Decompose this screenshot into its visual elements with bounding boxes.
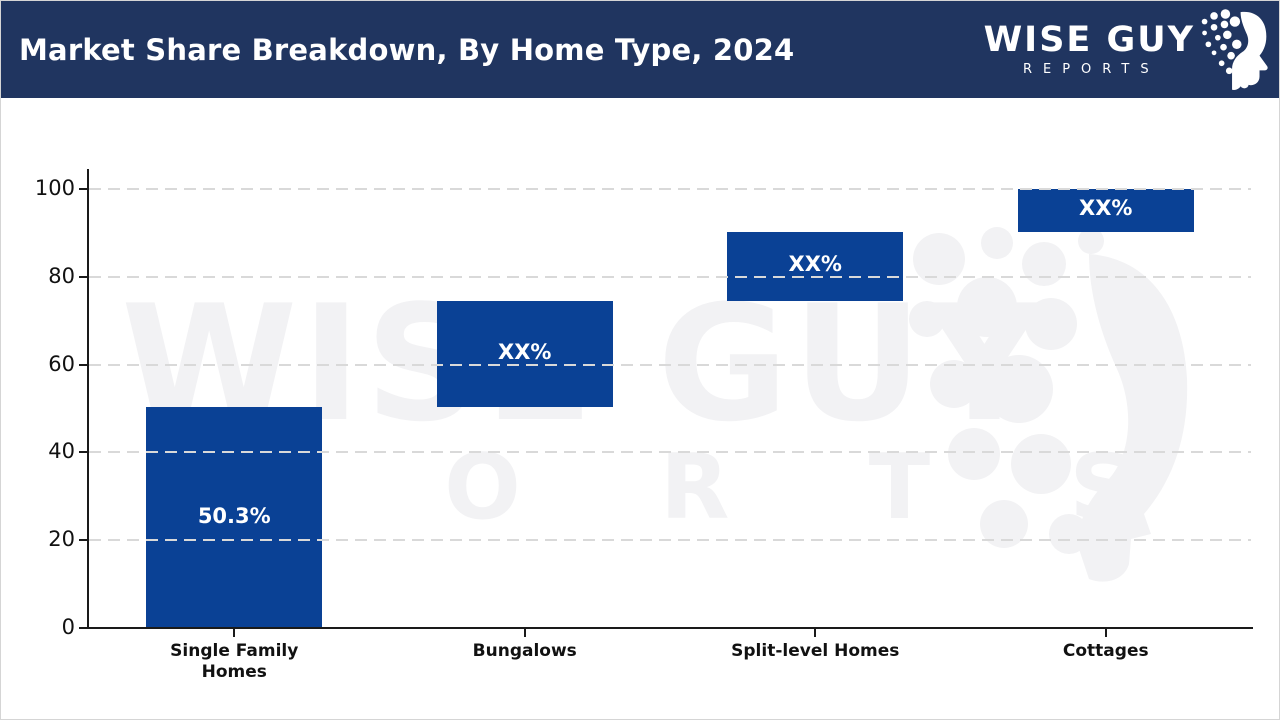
x-category-label-line: Split-level Homes	[731, 641, 900, 661]
y-gridline	[89, 188, 1251, 190]
y-gridline	[89, 539, 1251, 542]
bar-value-label: XX%	[498, 340, 552, 365]
header-bar: Market Share Breakdown, By Home Type, 20…	[1, 1, 1279, 98]
x-category-label-split-level-homes: Split-level Homes	[695, 641, 935, 662]
x-category-label-line: Bungalows	[472, 641, 577, 661]
x-tick-mark	[1104, 628, 1107, 637]
y-gridline	[89, 451, 1251, 454]
x-category-label-line: Homes	[201, 662, 267, 683]
wise-guy-logo: WISE GUY REPORTS	[984, 8, 1269, 92]
y-tick-mark	[79, 451, 89, 454]
y-tick-label: 100	[34, 176, 75, 200]
x-tick-mark	[814, 628, 817, 637]
x-category-label-line: Cottages	[1062, 641, 1149, 661]
chart-title: Market Share Breakdown, By Home Type, 20…	[19, 32, 795, 67]
logo-text: WISE GUY REPORTS	[983, 19, 1195, 77]
logo-head-icon	[1201, 8, 1268, 90]
logo-brand-name: WISE GUY	[983, 19, 1195, 60]
y-tick-label: 0	[61, 615, 75, 639]
x-category-label-cottages: Cottages	[986, 641, 1226, 662]
y-tick-mark	[79, 539, 89, 542]
y-tick-label: 40	[48, 439, 75, 464]
y-tick-label: 80	[48, 263, 75, 288]
bar-split-level-homes	[727, 231, 904, 301]
x-category-label-single-family-homes: Single Family Homes	[114, 641, 354, 684]
y-tick-mark	[79, 363, 89, 366]
y-tick-label: 60	[48, 351, 75, 376]
x-category-label-line: Single Family	[170, 641, 299, 661]
y-gridline	[89, 275, 1251, 278]
x-axis-line	[87, 627, 1253, 629]
y-tick-label: 20	[48, 527, 75, 552]
y-tick-mark	[79, 188, 89, 190]
watermark-head-icon	[909, 227, 1188, 582]
bar-bungalows	[436, 300, 613, 408]
bar-cottages	[1017, 189, 1194, 232]
x-category-label-bungalows: Bungalows	[405, 641, 645, 662]
bar-value-label: XX%	[1079, 196, 1133, 221]
bar-value-label: XX%	[788, 252, 842, 277]
y-tick-mark	[79, 275, 89, 278]
y-tick-mark	[79, 627, 89, 629]
y-axis-line	[87, 169, 89, 629]
y-gridline	[89, 363, 1251, 366]
bar-value-label: 50.3%	[197, 503, 271, 528]
x-tick-mark	[523, 628, 526, 637]
bar-single-family-homes	[146, 407, 323, 628]
logo-brand-sub: REPORTS	[1022, 61, 1160, 77]
x-tick-mark	[233, 628, 236, 637]
